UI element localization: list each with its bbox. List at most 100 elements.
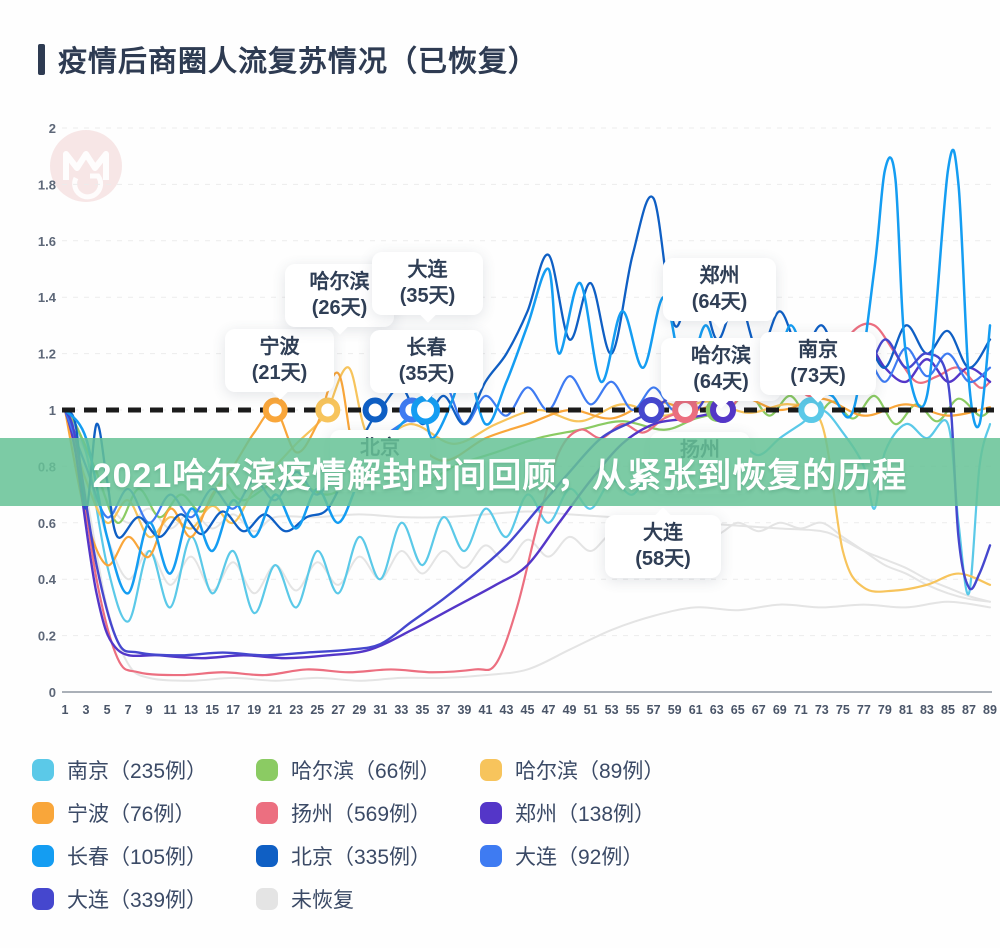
- x-axis-label: 71: [794, 703, 808, 717]
- y-axis-label: 0: [49, 685, 56, 700]
- x-axis-label: 77: [857, 703, 871, 717]
- tooltip-days: (58天): [635, 548, 691, 571]
- x-axis-label: 75: [836, 703, 850, 717]
- x-axis-label: 43: [500, 703, 514, 717]
- x-axis-label: 53: [605, 703, 619, 717]
- legend-swatch: [480, 758, 502, 781]
- x-axis-label: 9: [146, 703, 153, 717]
- series-北京（335例）: [63, 195, 992, 539]
- x-axis-label: 85: [941, 703, 955, 717]
- tooltip-days: (64天): [693, 371, 749, 394]
- x-axis-label: 61: [689, 703, 703, 717]
- tooltip-大连(35天): 大连 (35天): [372, 252, 483, 323]
- tooltip-days: (73天): [790, 365, 846, 388]
- x-axis-label: 33: [394, 703, 408, 717]
- x-axis-label: 31: [373, 703, 387, 717]
- x-axis-label: 7: [125, 703, 132, 717]
- legend-label: 大连（339例）: [67, 888, 208, 912]
- y-axis-label: 1.4: [38, 290, 57, 305]
- legend-item: 宁波（76例）: [32, 797, 256, 828]
- x-axis-label: 45: [521, 703, 535, 717]
- page-title: 疫情后商圈人流复苏情况（已恢复）: [58, 46, 539, 78]
- x-axis-label: 65: [731, 703, 745, 717]
- tooltip-郑州(64天): 郑州 (64天): [663, 258, 776, 329]
- legend-item: 哈尔滨（66例）: [256, 754, 480, 785]
- tooltip-days: (21天): [251, 362, 308, 385]
- legend-label: 南京（235例）: [67, 759, 208, 783]
- legend-label: 北京（335例）: [291, 845, 432, 869]
- legend-swatch: [32, 801, 54, 824]
- x-axis-label: 55: [626, 703, 640, 717]
- tooltip-city: 哈尔滨: [691, 345, 751, 367]
- tooltip-days: (64天): [691, 291, 748, 314]
- x-axis-label: 73: [815, 703, 829, 717]
- y-axis-label: 0.2: [38, 629, 56, 644]
- recovery-marker-大连: [638, 397, 665, 423]
- legend-item: 郑州（138例）: [480, 797, 704, 828]
- legend-label: 扬州（569例）: [291, 802, 432, 826]
- y-axis-label: 1: [49, 403, 56, 418]
- tooltip-长春(35天): 长春 (35天): [370, 330, 483, 401]
- x-axis-label: 19: [247, 703, 261, 717]
- x-axis-label: 57: [647, 703, 661, 717]
- tooltip-city: 宁波: [259, 336, 300, 358]
- chart-legend: 南京（235例） 哈尔滨（66例） 哈尔滨（89例） 宁波（76例） 扬州（569例） 郑…: [32, 754, 752, 914]
- legend-item: 南京（235例）: [32, 754, 256, 785]
- chart-header: 疫情后商圈人流复苏情况（已恢复）: [38, 38, 538, 80]
- x-axis-label: 39: [457, 703, 471, 717]
- legend-swatch: [256, 801, 278, 824]
- legend-swatch: [32, 844, 54, 867]
- legend-item: 哈尔滨（89例）: [480, 754, 704, 785]
- x-axis-label: 63: [710, 703, 724, 717]
- x-axis-label: 69: [773, 703, 787, 717]
- x-axis-label: 35: [415, 703, 429, 717]
- x-axis-label: 27: [331, 703, 345, 717]
- x-axis-label: 51: [584, 703, 598, 717]
- y-axis-label: 1.8: [38, 177, 56, 192]
- recovery-marker-扬州: [672, 397, 699, 423]
- x-axis-label: 3: [83, 703, 90, 717]
- legend-swatch: [32, 758, 54, 781]
- legend-label: 哈尔滨（66例）: [291, 759, 441, 783]
- legend-item: 扬州（569例）: [256, 797, 480, 828]
- tooltip-city: 大连: [407, 259, 448, 281]
- y-axis-label: 1.2: [38, 347, 56, 362]
- x-axis-label: 25: [310, 703, 324, 717]
- x-axis-label: 29: [352, 703, 366, 717]
- legend-label: 哈尔滨（89例）: [515, 759, 665, 783]
- legend-label: 郑州（138例）: [515, 802, 656, 826]
- tooltip-南京(73天): 南京 (73天): [760, 332, 876, 403]
- legend-item: 北京（335例）: [256, 840, 480, 871]
- y-axis-label: 0.6: [38, 516, 56, 531]
- series-未恢复-c: [64, 409, 991, 603]
- x-axis-label: 11: [164, 703, 177, 717]
- legend-label: 长春（105例）: [67, 845, 208, 869]
- tooltip-days: (35天): [399, 285, 456, 308]
- recovery-marker-南京: [798, 397, 825, 423]
- legend-item: 大连（339例）: [32, 883, 256, 914]
- tooltip-city: 长春: [406, 337, 447, 359]
- legend-label: 宁波（76例）: [67, 802, 196, 826]
- tooltip-宁波(21天): 宁波 (21天): [225, 329, 334, 400]
- x-axis-label: 21: [268, 703, 282, 717]
- series-哈尔滨（89例）: [63, 366, 992, 593]
- headline-banner: 2021哈尔滨疫情解封时间回顾，从紧张到恢复的历程: [0, 438, 1000, 506]
- x-axis-label: 1: [62, 703, 69, 717]
- legend-item: 未恢复: [256, 883, 480, 914]
- title-accent-bar: [38, 43, 45, 75]
- x-axis-label: 49: [563, 703, 577, 717]
- tooltip-days: (35天): [398, 363, 455, 386]
- legend-swatch: [256, 887, 278, 910]
- tooltip-city: 南京: [798, 339, 838, 361]
- x-axis-label: 83: [920, 703, 934, 717]
- series-长春（105例）: [63, 148, 992, 595]
- x-axis-label: 13: [184, 703, 198, 717]
- tooltip-city: 郑州: [699, 265, 740, 287]
- tooltip-city: 哈尔滨: [309, 271, 370, 293]
- legend-swatch: [32, 887, 54, 910]
- recovery-marker-长春: [411, 395, 441, 425]
- recovery-marker-哈尔滨: [315, 397, 341, 423]
- recovery-marker-北京: [362, 397, 388, 423]
- x-axis-label: 15: [205, 703, 219, 717]
- x-axis-label: 17: [226, 703, 240, 717]
